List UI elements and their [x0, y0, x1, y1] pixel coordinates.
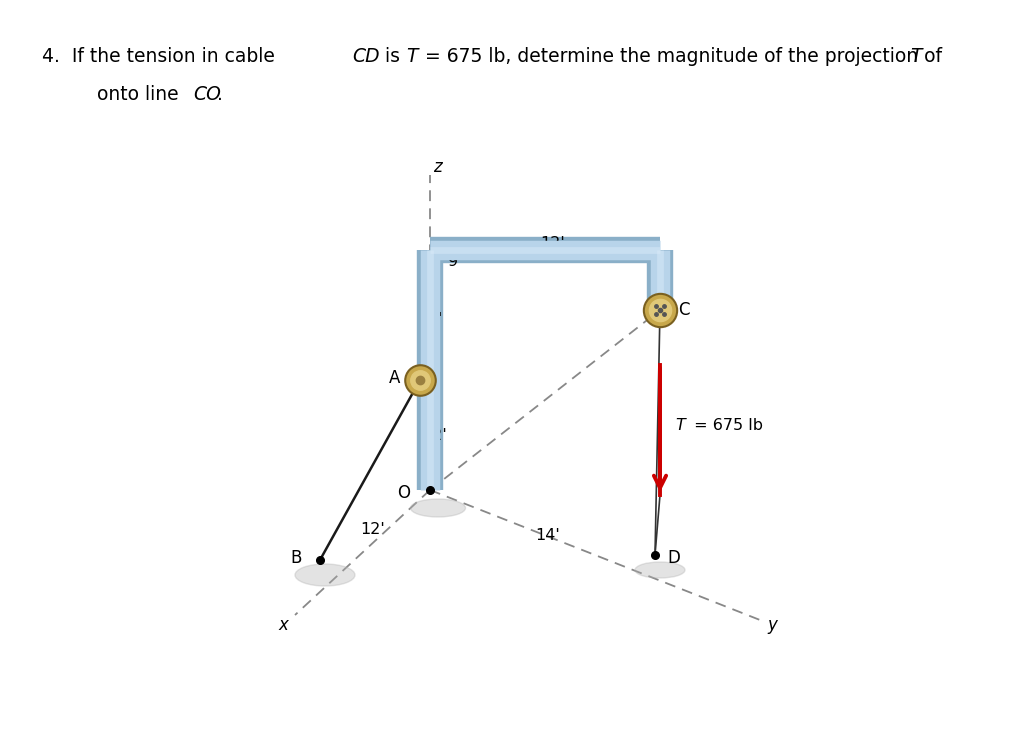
Text: is: is — [379, 48, 406, 67]
Text: 12': 12' — [422, 427, 447, 443]
Text: 9': 9' — [447, 254, 462, 270]
Text: x: x — [279, 616, 288, 634]
Text: 6': 6' — [428, 312, 443, 328]
Ellipse shape — [635, 562, 685, 578]
Text: .: . — [217, 86, 223, 105]
Ellipse shape — [411, 499, 466, 517]
Ellipse shape — [295, 564, 355, 586]
Text: 12': 12' — [360, 523, 385, 537]
Text: T: T — [406, 48, 418, 67]
Text: z: z — [432, 158, 441, 176]
Text: O: O — [397, 484, 410, 502]
Text: D: D — [667, 549, 680, 567]
Text: = 675 lb, determine the magnitude of the projection of: = 675 lb, determine the magnitude of the… — [419, 48, 948, 67]
Text: 12': 12' — [541, 237, 565, 251]
Text: CO: CO — [193, 86, 221, 105]
Text: onto line: onto line — [97, 86, 184, 105]
Text: T: T — [910, 48, 922, 67]
Text: y: y — [767, 616, 777, 634]
Text: B: B — [291, 549, 302, 567]
Text: A: A — [389, 369, 400, 387]
Text: = 675 lb: = 675 lb — [689, 418, 763, 432]
Text: C: C — [678, 301, 689, 319]
Text: T: T — [675, 418, 685, 432]
Text: CD: CD — [352, 48, 380, 67]
Text: 4.  If the tension in cable: 4. If the tension in cable — [42, 48, 281, 67]
Text: 14': 14' — [536, 528, 560, 542]
